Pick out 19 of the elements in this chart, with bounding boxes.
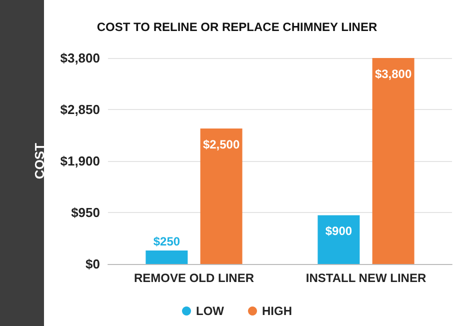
legend-label: HIGH	[262, 304, 292, 318]
y-axis-title: COST	[32, 142, 47, 180]
y-tick-label: $0	[86, 256, 100, 272]
x-tick-label: REMOVE OLD LINER	[134, 271, 254, 285]
bar	[200, 128, 242, 264]
chart-title: COST TO RELINE OR REPLACE CHIMNEY LINER	[96, 20, 378, 34]
x-tick-label: INSTALL NEW LINER	[306, 271, 426, 285]
legend-label: LOW	[196, 304, 225, 318]
y-tick-label: $2,850	[60, 102, 100, 117]
bar	[372, 58, 414, 264]
data-label: $900	[325, 224, 352, 238]
y-tick-label: $3,800	[60, 50, 100, 66]
bar	[318, 215, 360, 264]
y-tick-label: $1,900	[60, 154, 100, 168]
data-label: $250	[153, 234, 180, 248]
data-label: $3,800	[374, 67, 412, 81]
data-label: $2,500	[202, 137, 240, 152]
y-tick-label: $950	[71, 205, 100, 220]
bar	[146, 250, 188, 264]
